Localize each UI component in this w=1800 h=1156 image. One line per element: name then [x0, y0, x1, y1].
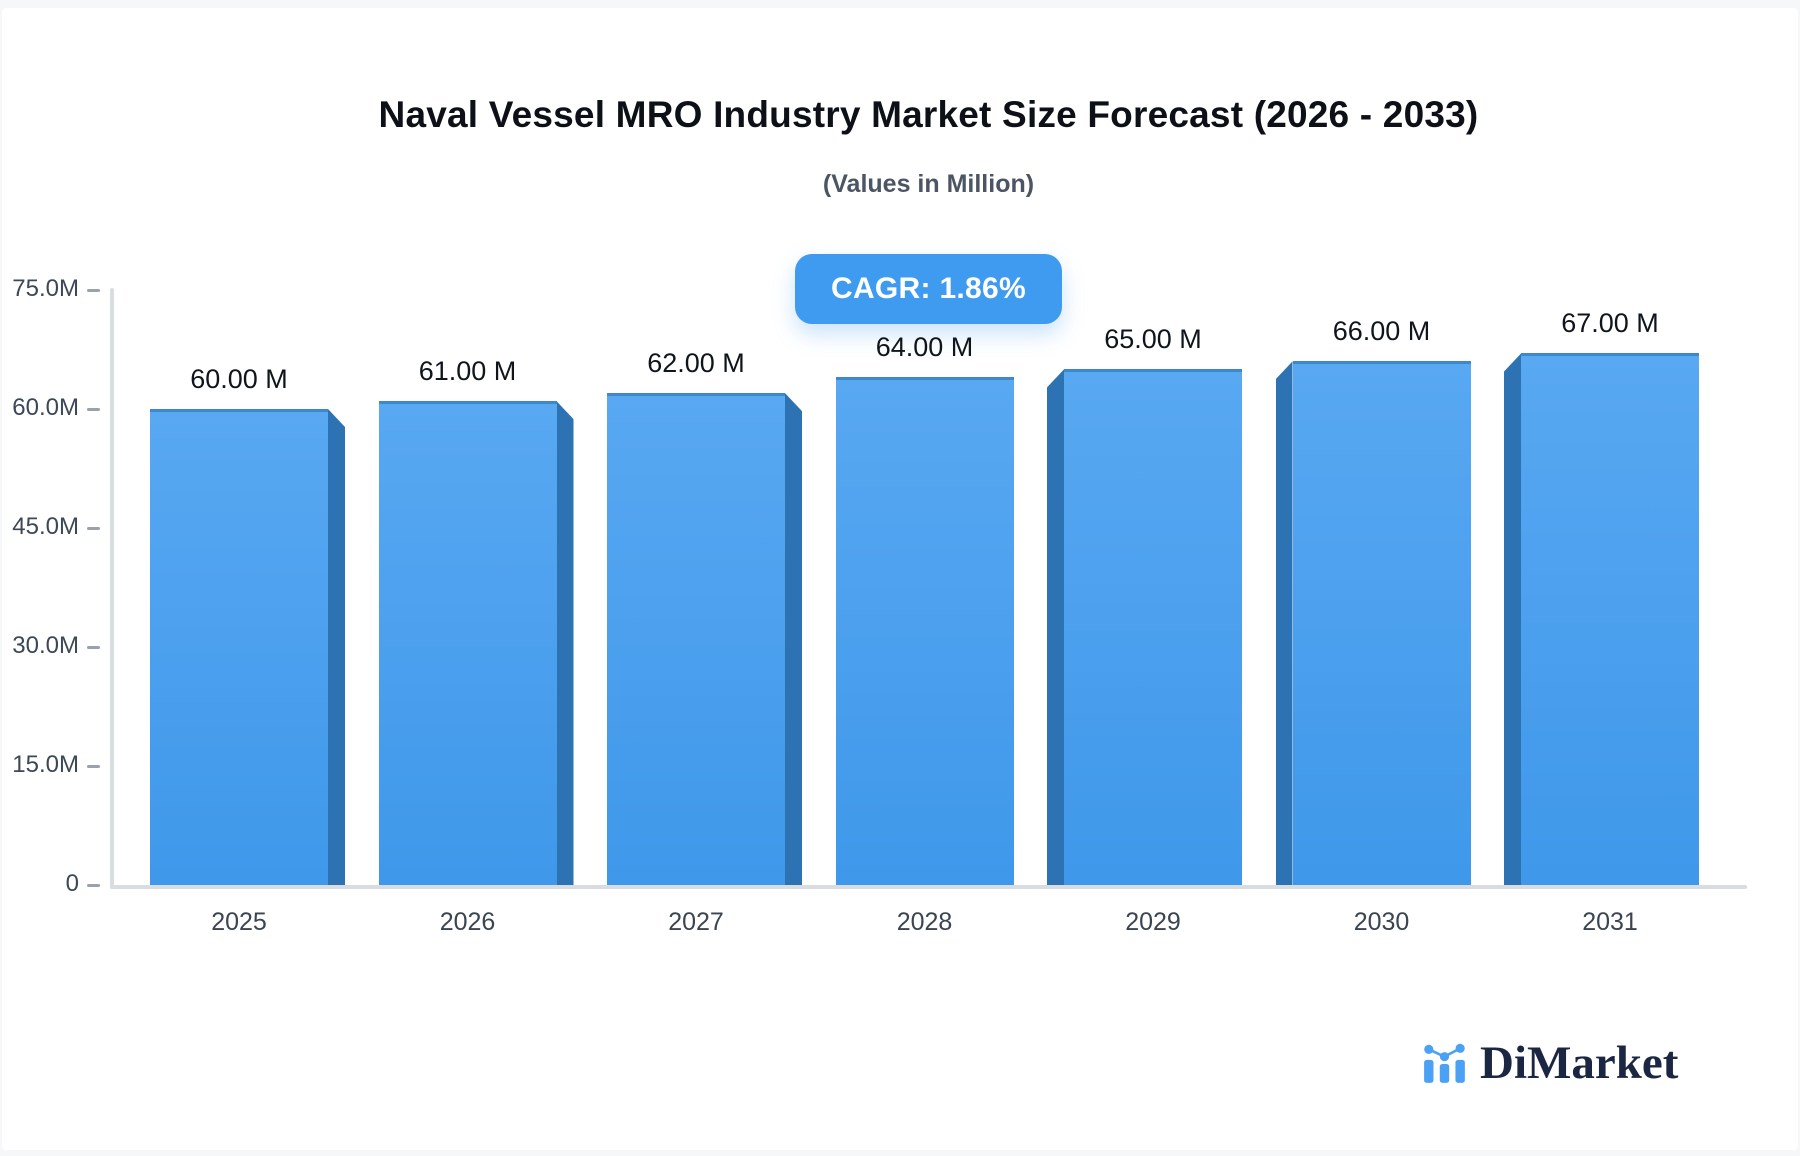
bar-value-label: 66.00 M — [1332, 316, 1431, 347]
bar-value-label: 64.00 M — [875, 332, 974, 363]
x-axis-label-2029: 2029 — [1125, 908, 1181, 936]
x-axis-line — [110, 885, 1747, 889]
bar-3d-side — [328, 409, 345, 885]
bar-2025[interactable] — [150, 409, 328, 885]
brand-logo: DiMarket — [1422, 1040, 1678, 1087]
bar-2027[interactable] — [607, 393, 785, 885]
y-axis-tick — [87, 407, 100, 411]
x-axis-label-2028: 2028 — [896, 908, 953, 936]
bar-2031[interactable] — [1521, 353, 1699, 885]
y-axis-line — [110, 288, 114, 889]
cagr-badge-wrap: CAGR: 1.86% — [112, 254, 1745, 324]
y-axis-tick-label: 0 — [65, 870, 79, 897]
y-axis-tick-label: 45.0M — [12, 513, 79, 540]
x-axis-label-2030: 2030 — [1353, 908, 1410, 936]
bar-value-label: 65.00 M — [1104, 324, 1202, 355]
mini-bar-line-chart-icon — [1424, 1043, 1465, 1083]
bar-2026[interactable] — [378, 401, 557, 885]
bar-3d-side — [1504, 353, 1521, 885]
x-axis-label-2027: 2027 — [668, 908, 724, 936]
bar-2030[interactable] — [1292, 361, 1471, 885]
x-axis-label-2025: 2025 — [211, 908, 267, 936]
bar-value-label: 62.00 M — [647, 348, 745, 379]
bar-3d-side — [785, 393, 802, 885]
bar-3d-side — [556, 401, 574, 885]
bar-value-label: 61.00 M — [418, 356, 517, 387]
brand-logo-text: DiMarket — [1480, 1037, 1679, 1089]
y-axis-tick-label: 15.0M — [12, 751, 79, 778]
bar-value-label: 67.00 M — [1561, 308, 1659, 339]
y-axis-tick-label: 30.0M — [12, 632, 79, 659]
bar-3d-side — [1275, 361, 1293, 885]
page-title: Naval Vessel MRO Industry Market Size Fo… — [378, 94, 1479, 135]
y-axis-tick — [87, 883, 100, 887]
y-axis-tick — [87, 288, 100, 292]
y-axis-tick — [87, 526, 100, 530]
bar-3d-side — [1047, 369, 1064, 885]
bar-2029[interactable] — [1064, 369, 1242, 885]
x-axis-label-2026: 2026 — [439, 908, 496, 936]
page-subtitle: (Values in Million) — [822, 170, 1035, 198]
bar-2028[interactable] — [835, 377, 1014, 885]
y-axis-tick — [87, 645, 100, 649]
y-axis-tick-label: 75.0M — [12, 275, 79, 302]
x-axis-label-2031: 2031 — [1582, 908, 1638, 936]
bar-value-label: 60.00 M — [190, 364, 288, 394]
cagr-badge[interactable]: CAGR: 1.86% — [794, 254, 1063, 324]
y-axis-tick-label: 60.0M — [12, 394, 79, 421]
y-axis-tick — [87, 764, 100, 768]
